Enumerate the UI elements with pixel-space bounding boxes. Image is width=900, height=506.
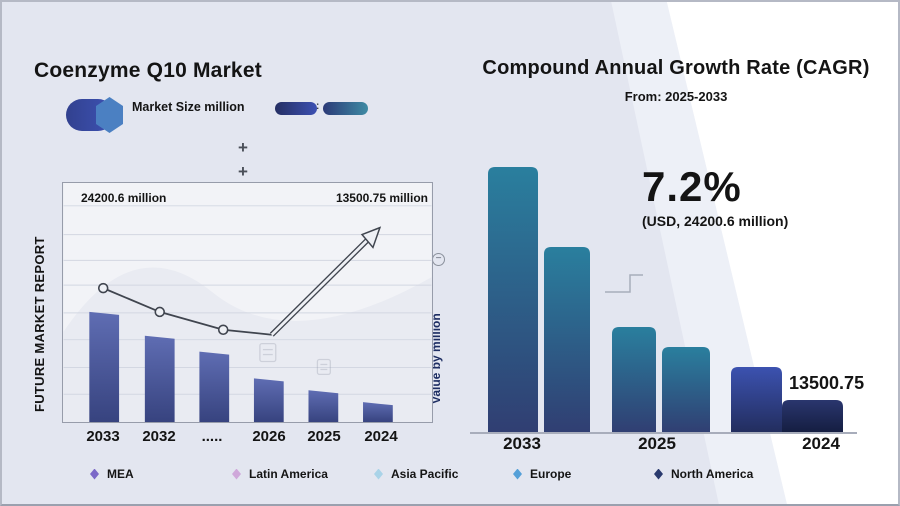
step-decoration [605, 274, 643, 293]
cagr-bars [488, 167, 843, 433]
legend-item-europe: Europe [513, 467, 571, 481]
end-value-label: 13500.75 [789, 373, 865, 393]
ghost-document-icons [259, 343, 331, 376]
cagr-x-label-2033: 2033 [503, 434, 541, 453]
gridlines [63, 205, 432, 395]
cagr-value: 7.2% [642, 163, 742, 210]
plus-icon: + [238, 138, 248, 157]
diamond-icon [232, 468, 241, 480]
left-vertical-axis-label: FUTURE MARKET REPORT [32, 236, 47, 412]
chart-end-value: 13500.75 million [335, 191, 428, 205]
diamond-icon [513, 468, 522, 480]
right-panel-header: Compound Annual Growth Rate (CAGR) From:… [454, 57, 898, 104]
cylinder-cap [96, 97, 123, 133]
cagr-chart [470, 167, 857, 434]
legend-label: MEA [107, 467, 134, 481]
legend-item-asia-pacific: Asia Pacific [374, 467, 458, 481]
legend-item-mea: MEA [90, 467, 134, 481]
market-size-label: Market Size million [132, 100, 245, 114]
legend-label: Europe [530, 467, 572, 481]
market-size-chart: 24200.6 million 13500.75 million [62, 182, 433, 423]
cagr-x-label-2024: 2024 [802, 434, 840, 453]
legend-item-north-america: North America [654, 467, 753, 481]
legend-label: Asia Pacific [391, 467, 459, 481]
market-size-cylinder-icon [66, 97, 128, 133]
left-panel-title: Coenzyme Q10 Market [34, 59, 262, 82]
trend-line-and-arrow [97, 226, 382, 337]
plus-icon: + [238, 162, 248, 181]
x-label-2032: 2032 [142, 428, 176, 445]
minus-circle-icon: − [432, 253, 445, 266]
pill-separator: : [316, 101, 320, 112]
chart-start-value: 24200.6 million [81, 191, 167, 205]
diamond-icon [90, 468, 99, 480]
x-label-dots: ..... [201, 428, 223, 445]
x-label-2024: 2024 [364, 428, 398, 445]
x-label-2033: 2033 [86, 428, 120, 445]
diamond-icon [374, 468, 383, 480]
x-label-2025: 2025 [307, 428, 341, 445]
gradient-pill-icon-right [323, 102, 368, 115]
cagr-subtitle: From: 2025-2033 [624, 89, 728, 104]
legend-item-latin-america: Latin America [232, 467, 328, 481]
legend-label: North America [671, 467, 754, 481]
wave-decoration [63, 183, 432, 332]
x-label-2026: 2026 [252, 428, 286, 445]
diamond-icon [654, 468, 663, 480]
cagr-title: Compound Annual Growth Rate (CAGR) [482, 57, 870, 79]
market-size-bars [89, 311, 393, 422]
cagr-x-label-2025: 2025 [638, 434, 676, 453]
cagr-detail: (USD, 24200.6 million) [642, 213, 789, 229]
market-size-chart-plot [63, 183, 432, 422]
gradient-pill-icon-left [275, 102, 317, 115]
legend-label: Latin America [249, 467, 328, 481]
